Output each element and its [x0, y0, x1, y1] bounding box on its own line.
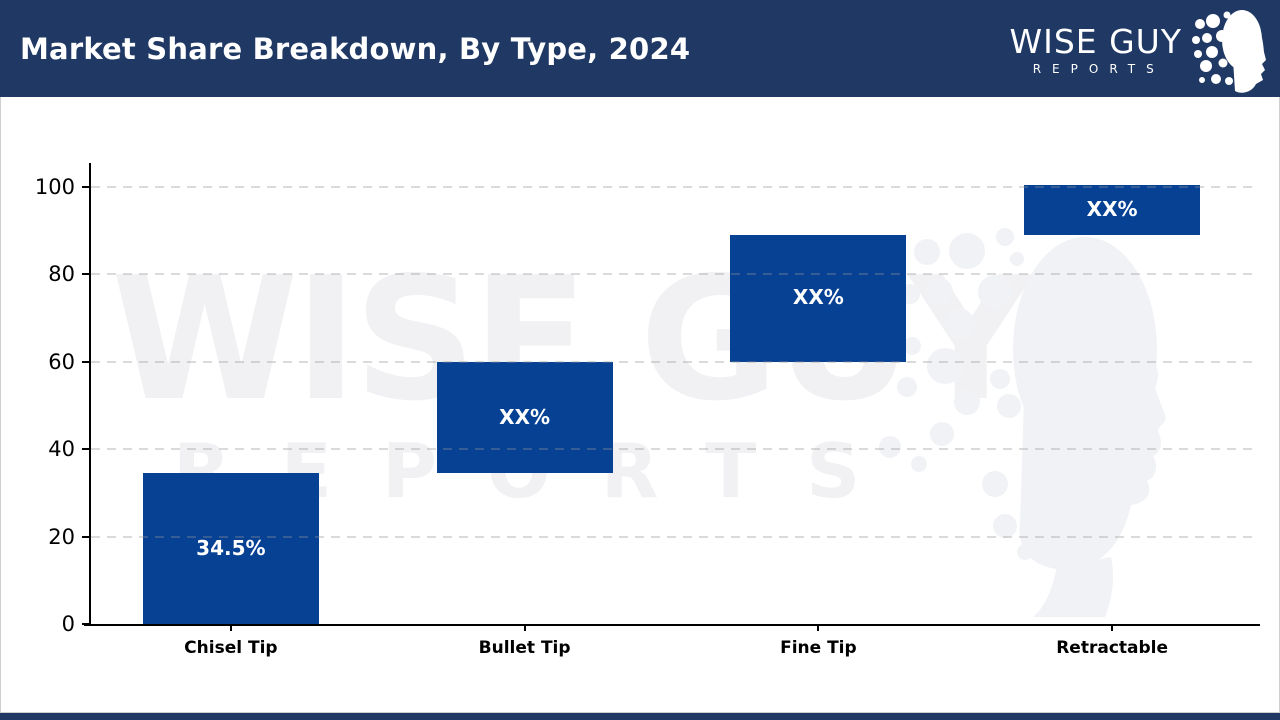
logo-subtitle: REPORTS [1032, 62, 1165, 76]
y-axis-tick [82, 448, 89, 451]
gridline-20 [91, 535, 1259, 538]
bar-value-label-chisel-tip: 34.5% [196, 535, 266, 560]
x-axis-category-label-fine-tip: Fine Tip [780, 638, 857, 658]
bar-value-label-bullet-tip: XX% [499, 404, 551, 429]
logo-wordmark: WISE GUY [1009, 22, 1182, 61]
gridline-100 [91, 186, 1259, 188]
x-axis-category-label-bullet-tip: Bullet Tip [478, 638, 571, 658]
x-axis-category-label-chisel-tip: Chisel Tip [184, 638, 278, 658]
y-axis-tick [82, 623, 89, 625]
y-axis-tick [82, 273, 89, 276]
x-axis-tick [817, 626, 820, 631]
y-axis-tick-label: 40 [48, 437, 75, 462]
chart-area: WISE GUY REPORTS 02040608010034.5%Chisel… [0, 97, 1280, 713]
bar-fine-tip [730, 235, 907, 362]
gridline-60 [91, 360, 1259, 363]
bar-bullet-tip [436, 361, 613, 474]
y-axis-tick-label: 100 [34, 175, 75, 199]
watermark-face-icon [879, 228, 1166, 617]
wiseguy-logo: WISE GUY REPORTS [1009, 2, 1266, 96]
y-axis-tick [82, 535, 89, 538]
logo-text: WISE GUY REPORTS [1009, 25, 1182, 76]
y-axis-tick-label: 0 [61, 612, 75, 636]
y-axis-tick-label: 20 [48, 524, 75, 549]
y-axis-tick-label: 80 [48, 262, 75, 287]
gridline-80 [91, 273, 1259, 276]
y-axis-tick [82, 360, 89, 363]
logo-face-icon [1192, 9, 1266, 93]
gridline-40 [91, 448, 1259, 451]
chart-title: Market Share Breakdown, By Type, 2024 [20, 31, 691, 66]
y-axis-spine [89, 163, 91, 626]
footer-strip [0, 713, 1280, 720]
x-axis-tick [1111, 626, 1114, 631]
x-axis-tick [523, 626, 526, 631]
x-axis-spine [84, 624, 1260, 626]
bar-retractable [1024, 184, 1201, 236]
x-axis-tick [229, 626, 232, 631]
y-axis-tick-label: 60 [48, 349, 75, 374]
x-axis-category-label-retractable: Retractable [1056, 638, 1169, 658]
header-bar: Market Share Breakdown, By Type, 2024 WI… [0, 0, 1280, 97]
bar-value-label-fine-tip: XX% [792, 285, 844, 310]
bar-value-label-retractable: XX% [1086, 196, 1138, 221]
bar-chisel-tip [142, 473, 319, 624]
y-axis-tick [82, 186, 89, 188]
